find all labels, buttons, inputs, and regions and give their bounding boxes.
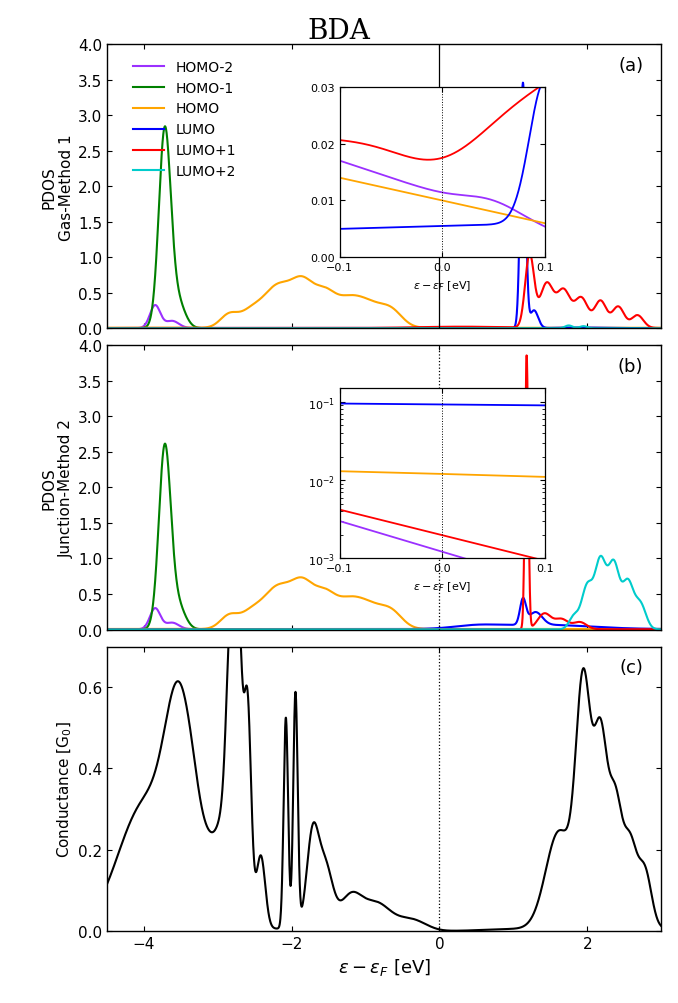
LUMO+1 bbox=[166, 323, 174, 335]
HOMO-2 bbox=[657, 323, 665, 335]
HOMO-1 bbox=[161, 121, 169, 133]
Y-axis label: Conductance [G$_0$]: Conductance [G$_0$] bbox=[56, 720, 74, 858]
LUMO+1 bbox=[340, 323, 348, 335]
HOMO-2 bbox=[166, 316, 174, 328]
HOMO-2 bbox=[151, 300, 159, 312]
Line: LUMO+1: LUMO+1 bbox=[107, 254, 661, 329]
LUMO+2 bbox=[166, 323, 174, 335]
Text: (b): (b) bbox=[618, 357, 643, 375]
Line: LUMO+2: LUMO+2 bbox=[107, 326, 661, 329]
LUMO bbox=[586, 322, 595, 334]
LUMO+2 bbox=[565, 320, 573, 332]
HOMO-2 bbox=[199, 323, 207, 335]
LUMO bbox=[646, 323, 654, 335]
HOMO-1 bbox=[199, 323, 207, 335]
LUMO+2 bbox=[586, 323, 595, 335]
HOMO-1 bbox=[586, 323, 595, 335]
LUMO bbox=[519, 77, 527, 89]
X-axis label: $\varepsilon - \varepsilon_F$ [eV]: $\varepsilon - \varepsilon_F$ [eV] bbox=[338, 956, 431, 977]
LUMO bbox=[657, 323, 665, 335]
LUMO+2 bbox=[340, 323, 348, 335]
LUMO bbox=[103, 323, 111, 335]
HOMO-2 bbox=[316, 323, 324, 335]
HOMO bbox=[296, 271, 304, 283]
HOMO bbox=[586, 322, 595, 334]
LUMO+1 bbox=[525, 248, 534, 260]
HOMO-1 bbox=[657, 323, 665, 335]
Y-axis label: PDOS
Junction-Method 2: PDOS Junction-Method 2 bbox=[41, 418, 74, 558]
LUMO bbox=[340, 323, 348, 335]
LUMO+1 bbox=[315, 323, 323, 335]
LUMO+2 bbox=[315, 323, 323, 335]
Line: HOMO-1: HOMO-1 bbox=[107, 127, 661, 329]
Text: (a): (a) bbox=[618, 56, 643, 74]
HOMO-2 bbox=[103, 323, 111, 335]
LUMO bbox=[199, 323, 207, 335]
HOMO-2 bbox=[646, 323, 654, 335]
LUMO+2 bbox=[646, 323, 654, 335]
Y-axis label: PDOS
Gas-Method 1: PDOS Gas-Method 1 bbox=[41, 133, 74, 241]
Line: HOMO: HOMO bbox=[107, 277, 661, 328]
LUMO+2 bbox=[657, 323, 665, 335]
LUMO+1 bbox=[103, 323, 111, 335]
LUMO+1 bbox=[657, 323, 665, 335]
HOMO-1 bbox=[316, 323, 324, 335]
Text: (c): (c) bbox=[620, 658, 643, 676]
HOMO-1 bbox=[166, 184, 174, 196]
LUMO+1 bbox=[586, 305, 595, 317]
HOMO bbox=[316, 280, 324, 292]
HOMO bbox=[199, 322, 207, 334]
HOMO bbox=[646, 322, 654, 334]
HOMO-2 bbox=[586, 323, 595, 335]
HOMO bbox=[340, 290, 348, 302]
Line: HOMO-2: HOMO-2 bbox=[107, 306, 661, 329]
HOMO-1 bbox=[340, 323, 348, 335]
Legend: HOMO-2, HOMO-1, HOMO, LUMO, LUMO+1, LUMO+2: HOMO-2, HOMO-1, HOMO, LUMO, LUMO+1, LUMO… bbox=[131, 58, 239, 182]
Text: BDA: BDA bbox=[308, 18, 370, 45]
LUMO+1 bbox=[199, 323, 207, 335]
HOMO bbox=[657, 322, 665, 334]
LUMO+2 bbox=[103, 323, 111, 335]
HOMO bbox=[103, 322, 111, 334]
HOMO-2 bbox=[340, 323, 348, 335]
LUMO bbox=[315, 323, 323, 335]
HOMO-1 bbox=[103, 323, 111, 335]
HOMO-1 bbox=[646, 323, 654, 335]
HOMO bbox=[166, 322, 174, 334]
LUMO bbox=[166, 323, 174, 335]
LUMO+2 bbox=[199, 323, 207, 335]
LUMO+1 bbox=[646, 321, 654, 333]
Line: LUMO: LUMO bbox=[107, 83, 661, 329]
